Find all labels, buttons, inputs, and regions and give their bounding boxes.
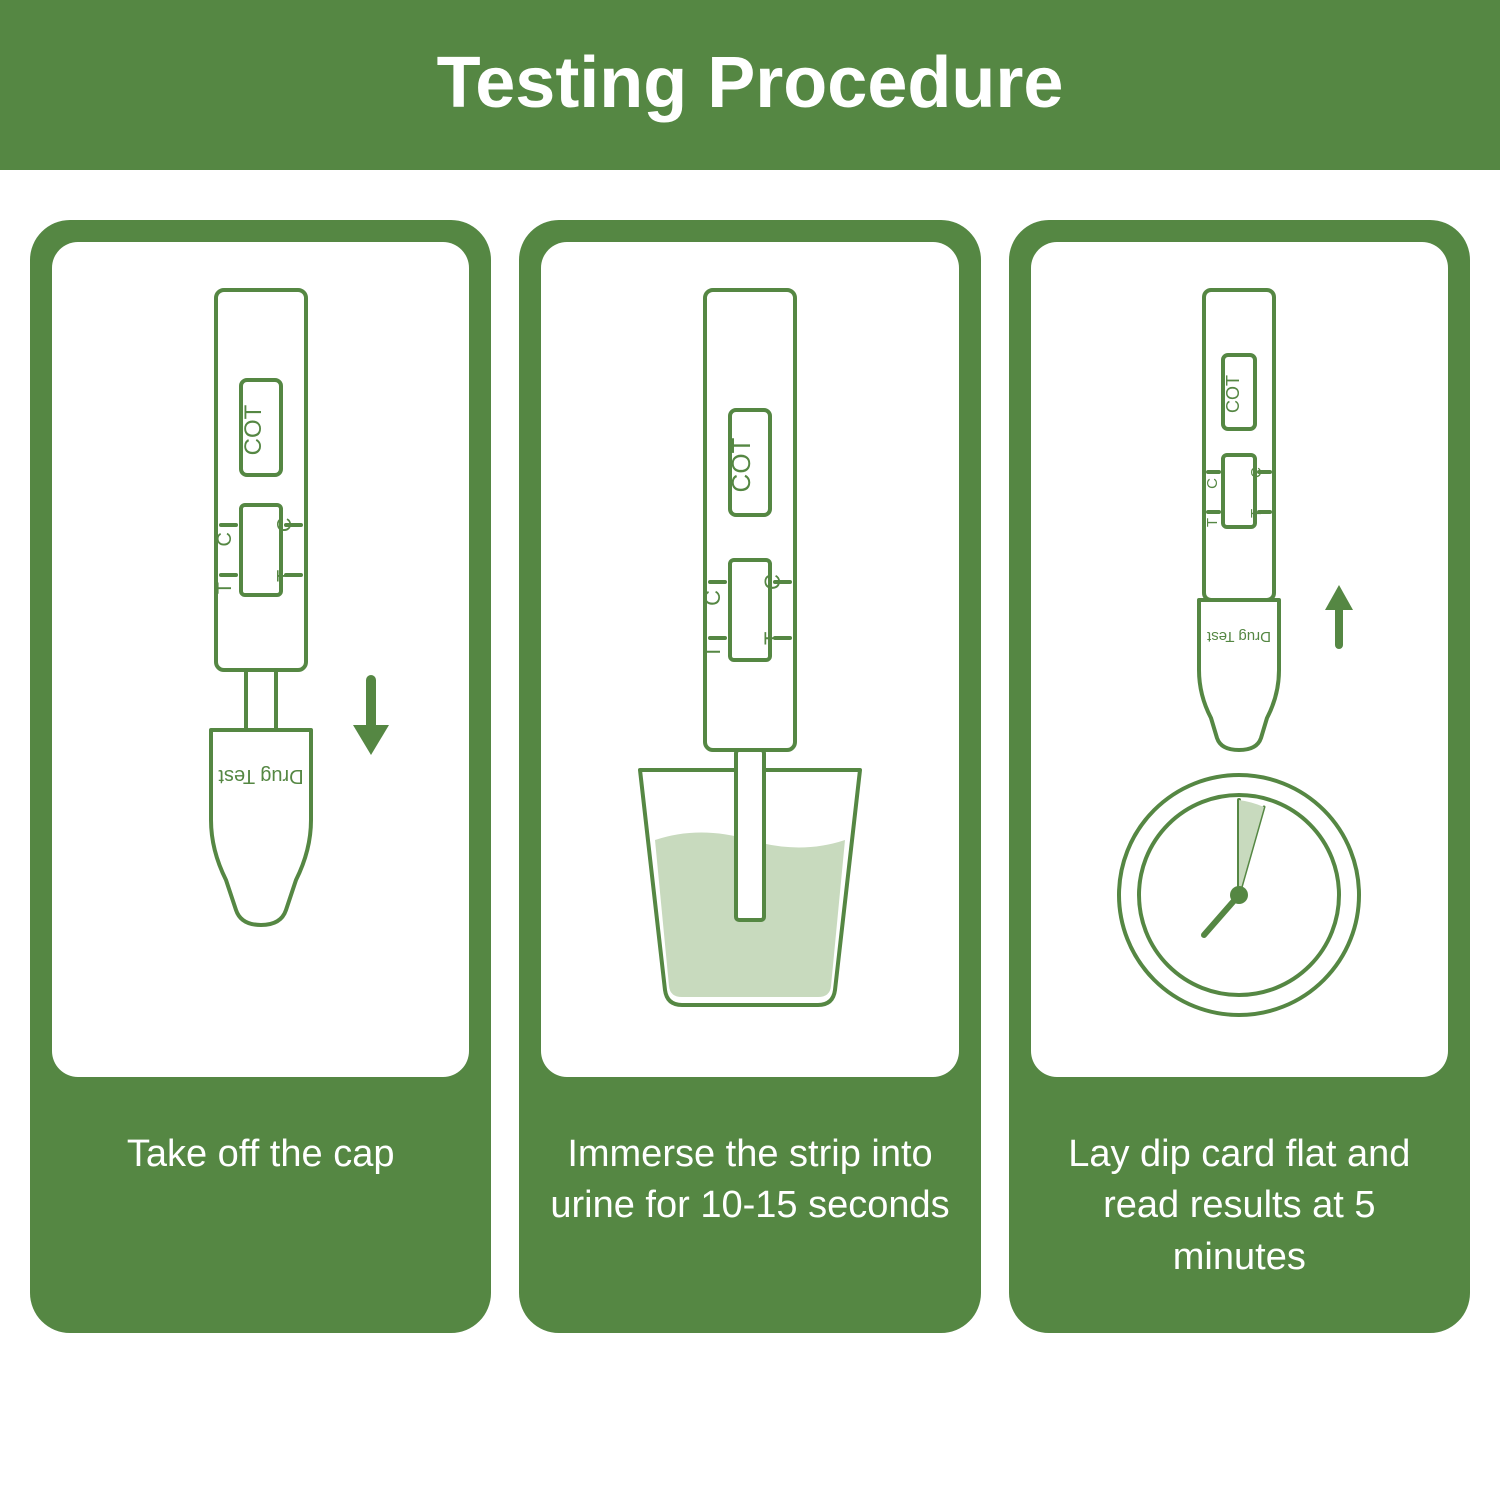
c-label-left: C: [214, 532, 236, 546]
arrow-up-icon: [1325, 585, 1353, 645]
t-label-3l: T: [1204, 518, 1221, 527]
panel-1-caption: Take off the cap: [30, 1099, 491, 1230]
cot-label-3: COT: [1223, 375, 1243, 413]
panel-step-2: COT C T C T Immerse the strip into urine…: [519, 220, 980, 1333]
cap-label-3: Drug Test: [1207, 628, 1272, 645]
t-label-2l: T: [700, 645, 725, 658]
panel-2-caption: Immerse the strip into urine for 10-15 s…: [519, 1099, 980, 1282]
arrow-down-icon: [353, 680, 389, 755]
step1-svg: COT C T C T: [71, 270, 451, 1050]
header-title: Testing Procedure: [437, 43, 1064, 123]
panel-3-caption: Lay dip card flat and read results at 5 …: [1009, 1099, 1470, 1333]
clock-icon: [1119, 775, 1359, 1015]
panel-step-1: COT C T C T: [30, 220, 491, 1333]
panel-1-graphic: COT C T C T: [52, 242, 469, 1077]
t-label-left: T: [214, 582, 236, 594]
cot-label: COT: [240, 404, 267, 455]
panel-2-graphic: COT C T C T: [541, 242, 958, 1077]
panel-3-graphic: COT C T C T Drug Test: [1031, 242, 1448, 1077]
panels-row: COT C T C T: [0, 170, 1500, 1333]
c-label-2l: C: [700, 589, 725, 605]
cap-label-1: Drug Test: [218, 765, 304, 787]
cot-label-2: COT: [726, 437, 756, 492]
c-label-3l: C: [1204, 477, 1221, 488]
header-bar: Testing Procedure: [0, 0, 1500, 170]
step3-svg: COT C T C T Drug Test: [1049, 270, 1429, 1050]
panel-step-3: COT C T C T Drug Test: [1009, 220, 1470, 1333]
step2-svg: COT C T C T: [560, 270, 940, 1050]
